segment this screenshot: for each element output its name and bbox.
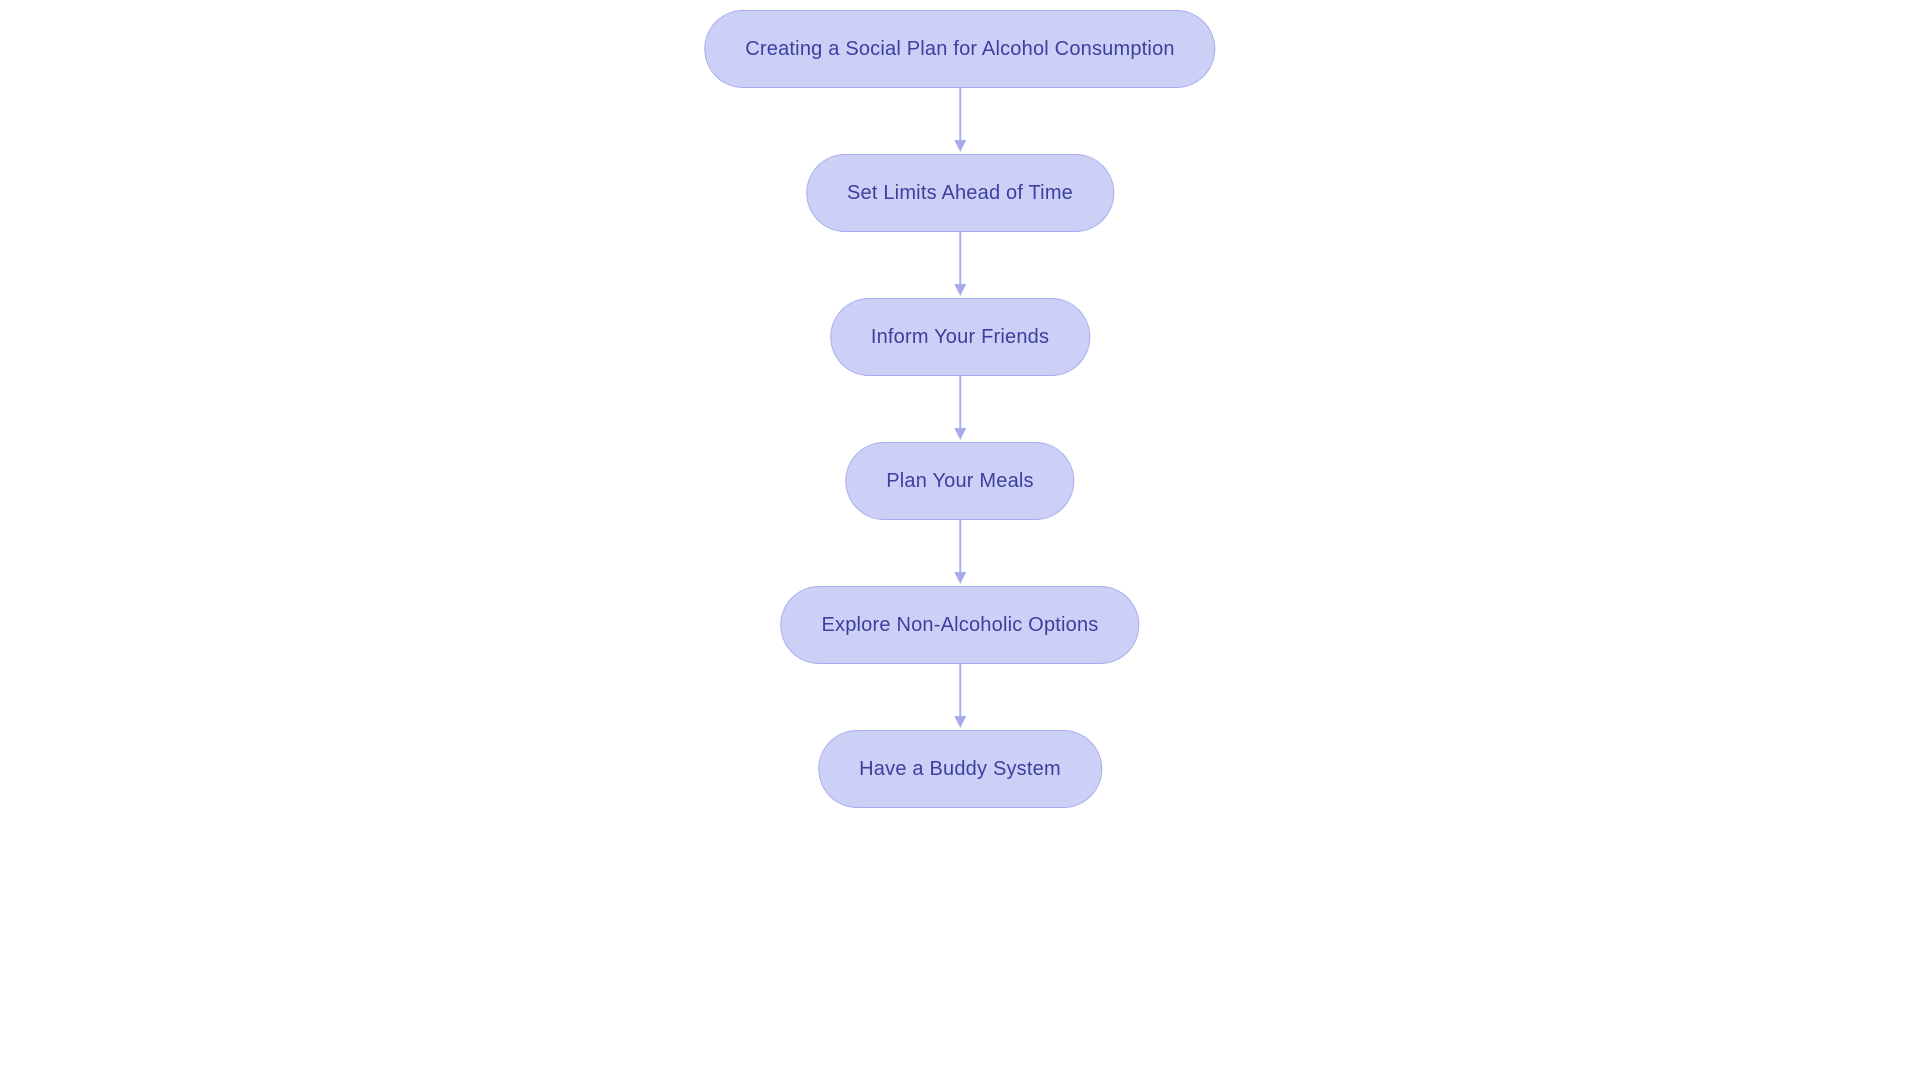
flowchart-node: Plan Your Meals xyxy=(845,442,1075,520)
arrow-down-icon xyxy=(950,88,970,154)
node-label: Plan Your Meals xyxy=(886,470,1034,493)
flowchart-node: Have a Buddy System xyxy=(818,730,1102,808)
node-label: Inform Your Friends xyxy=(871,326,1049,349)
flowchart-container: Creating a Social Plan for Alcohol Consu… xyxy=(704,10,1215,808)
flowchart-connector xyxy=(950,232,970,298)
arrow-down-icon xyxy=(950,664,970,730)
arrow-down-icon xyxy=(950,520,970,586)
flowchart-node: Explore Non-Alcoholic Options xyxy=(780,586,1139,664)
node-label: Explore Non-Alcoholic Options xyxy=(821,614,1098,637)
node-label: Set Limits Ahead of Time xyxy=(847,182,1073,205)
flowchart-connector xyxy=(950,664,970,730)
flowchart-node: Creating a Social Plan for Alcohol Consu… xyxy=(704,10,1215,88)
node-label: Creating a Social Plan for Alcohol Consu… xyxy=(745,38,1174,61)
arrow-down-icon xyxy=(950,376,970,442)
flowchart-node: Inform Your Friends xyxy=(830,298,1090,376)
flowchart-connector xyxy=(950,376,970,442)
flowchart-connector xyxy=(950,88,970,154)
flowchart-node: Set Limits Ahead of Time xyxy=(806,154,1114,232)
flowchart-connector xyxy=(950,520,970,586)
node-label: Have a Buddy System xyxy=(859,758,1061,781)
arrow-down-icon xyxy=(950,232,970,298)
